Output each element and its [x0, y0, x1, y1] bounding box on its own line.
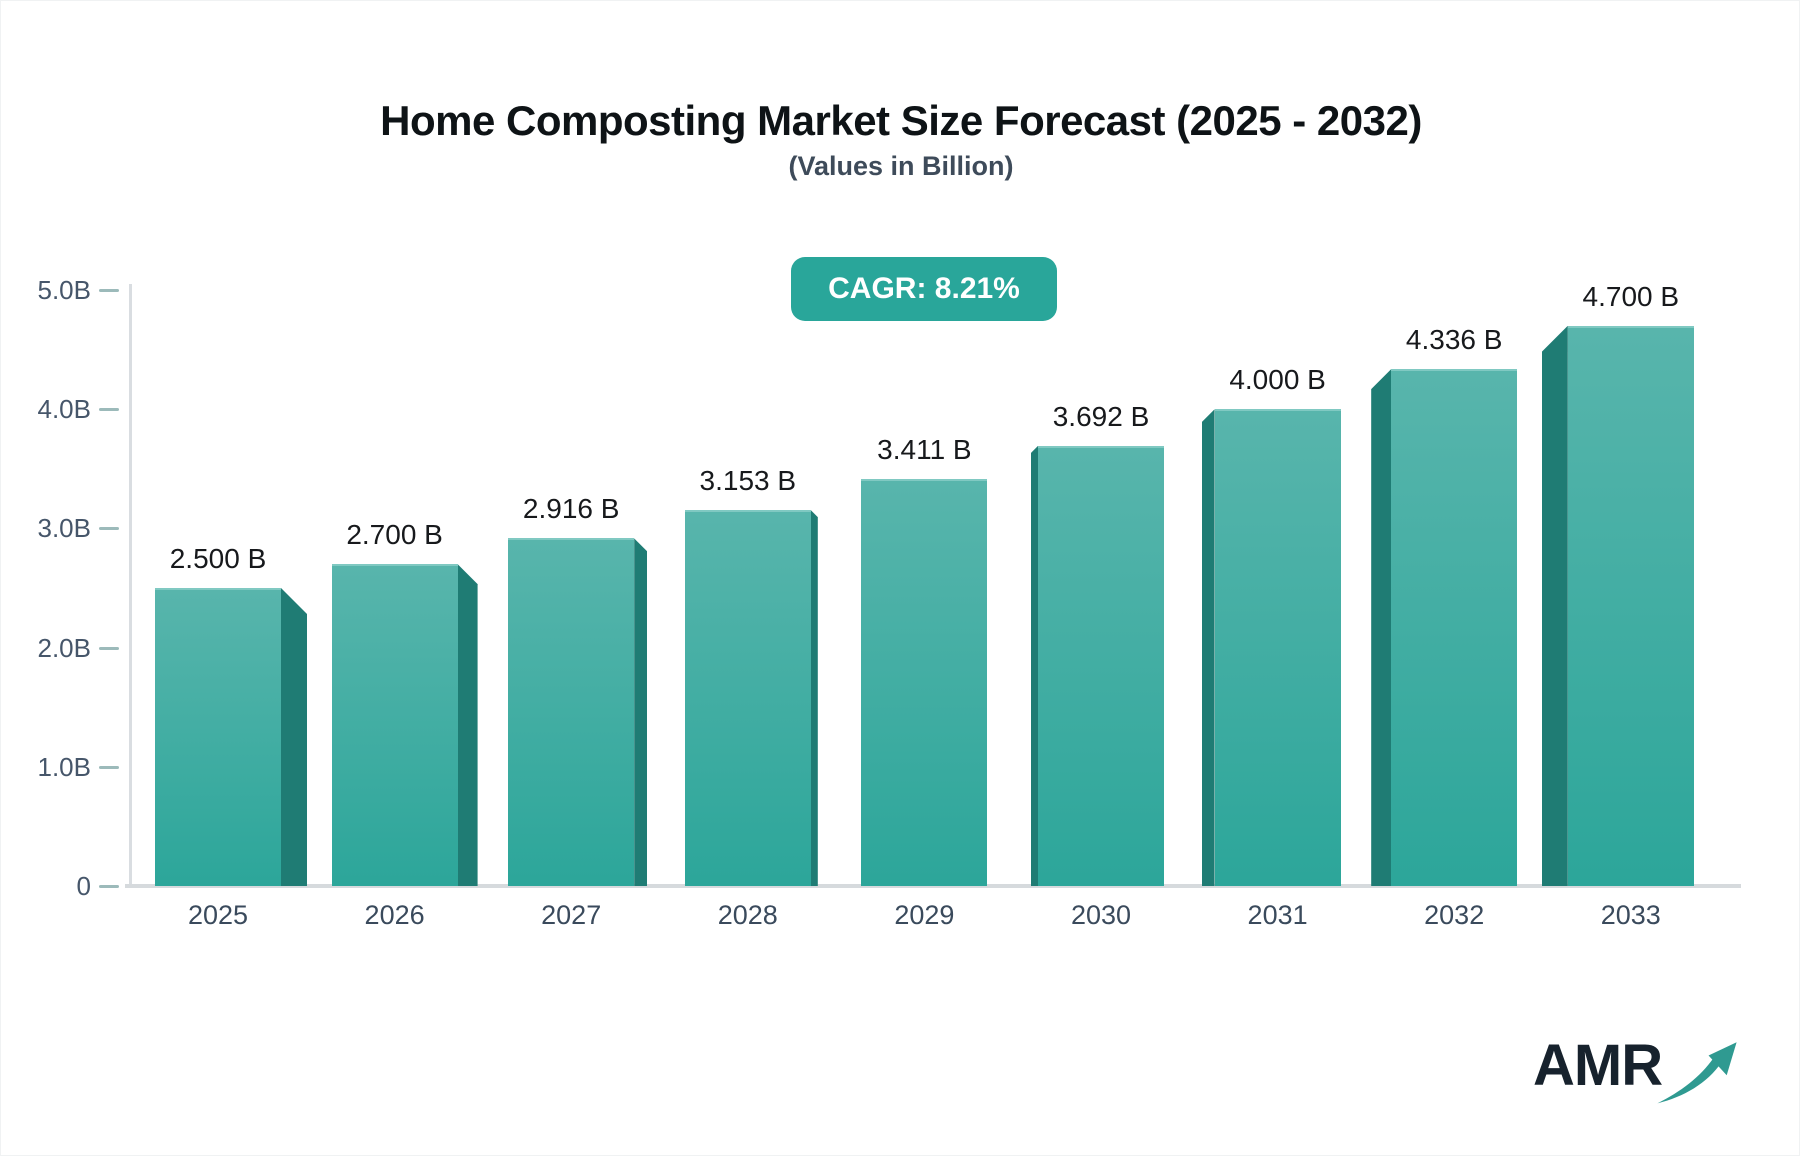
y-tick-label-3.0B: 3.0B — [37, 513, 92, 544]
x-axis-label-2025: 2025 — [187, 900, 249, 930]
y-tick-label-1.0B: 1.0B — [37, 751, 92, 782]
bar-2033 — [1567, 325, 1694, 886]
bar-2025 — [155, 588, 281, 886]
y-tick-label-5.0B: 5.0B — [37, 275, 92, 305]
y-tick-mark — [99, 885, 119, 888]
y-tick-mark — [99, 408, 119, 412]
cagr-badge-label: CAGR: 8.21% — [828, 272, 1020, 305]
amr-logo-text: AMR — [1533, 1033, 1663, 1098]
x-axis-baseline — [125, 884, 1741, 888]
bar-value-label-2026: 2.700 B — [346, 519, 443, 551]
bar-value-label-2031: 4.000 B — [1229, 364, 1326, 396]
growth-arrow-icon — [1657, 1042, 1737, 1104]
bar-value-label-2032: 4.336 B — [1405, 324, 1503, 356]
bar-2028 — [684, 510, 811, 886]
y-tick-mark — [99, 527, 119, 531]
y-tick-mark — [99, 646, 119, 650]
y-tick-label-2.0B: 2.0B — [37, 632, 92, 663]
bar-2032 — [1391, 369, 1518, 886]
bar-2029 — [861, 479, 988, 886]
bar-2031 — [1214, 409, 1341, 886]
bar-2030 — [1038, 445, 1164, 886]
bar-2026 — [331, 564, 458, 886]
chart-title: Home Composting Market Size Forecast (20… — [380, 97, 1422, 144]
x-axis-label-2033: 2033 — [1600, 900, 1661, 930]
y-axis-line — [129, 284, 132, 886]
chart-subtitle: (Values in Billion) — [788, 151, 1014, 181]
amr-logo: AMR — [1533, 1037, 1740, 1105]
y-tick-mark — [99, 765, 119, 769]
cagr-badge: CAGR: 8.21% — [791, 257, 1057, 321]
bar-side-face-2032 — [1371, 369, 1392, 886]
bar-value-label-2025: 2.500 B — [169, 543, 267, 574]
bar-value-label-2027: 2.916 B — [522, 493, 620, 525]
bar-side-face-2026 — [457, 564, 478, 886]
x-axis-label-2031: 2031 — [1247, 900, 1308, 930]
y-tick-label-0: 0 — [76, 871, 91, 901]
bar-value-label-2033: 4.700 B — [1582, 280, 1680, 312]
x-axis-label-2027: 2027 — [541, 900, 602, 930]
bar-2027 — [508, 538, 635, 886]
bar-side-face-2028 — [810, 510, 818, 886]
x-axis-label-2026: 2026 — [364, 900, 425, 930]
bar-side-face-2031 — [1201, 409, 1215, 886]
bar-side-face-2025 — [281, 588, 307, 886]
bar-value-label-2030: 3.692 B — [1052, 400, 1150, 432]
x-axis-label-2029: 2029 — [894, 900, 955, 930]
bar-side-face-2033 — [1541, 325, 1568, 886]
bar-value-label-2028: 3.153 B — [699, 465, 797, 497]
bar-side-face-2027 — [634, 538, 648, 886]
bar-side-face-2030 — [1031, 445, 1038, 886]
x-axis-label-2028: 2028 — [717, 900, 778, 930]
x-axis-label-2032: 2032 — [1424, 900, 1485, 930]
x-axis-label-2030: 2030 — [1070, 900, 1132, 930]
bar-value-label-2029: 3.411 B — [877, 434, 972, 466]
y-tick-mark — [99, 289, 119, 292]
y-tick-label-4.0B: 4.0B — [37, 394, 92, 425]
